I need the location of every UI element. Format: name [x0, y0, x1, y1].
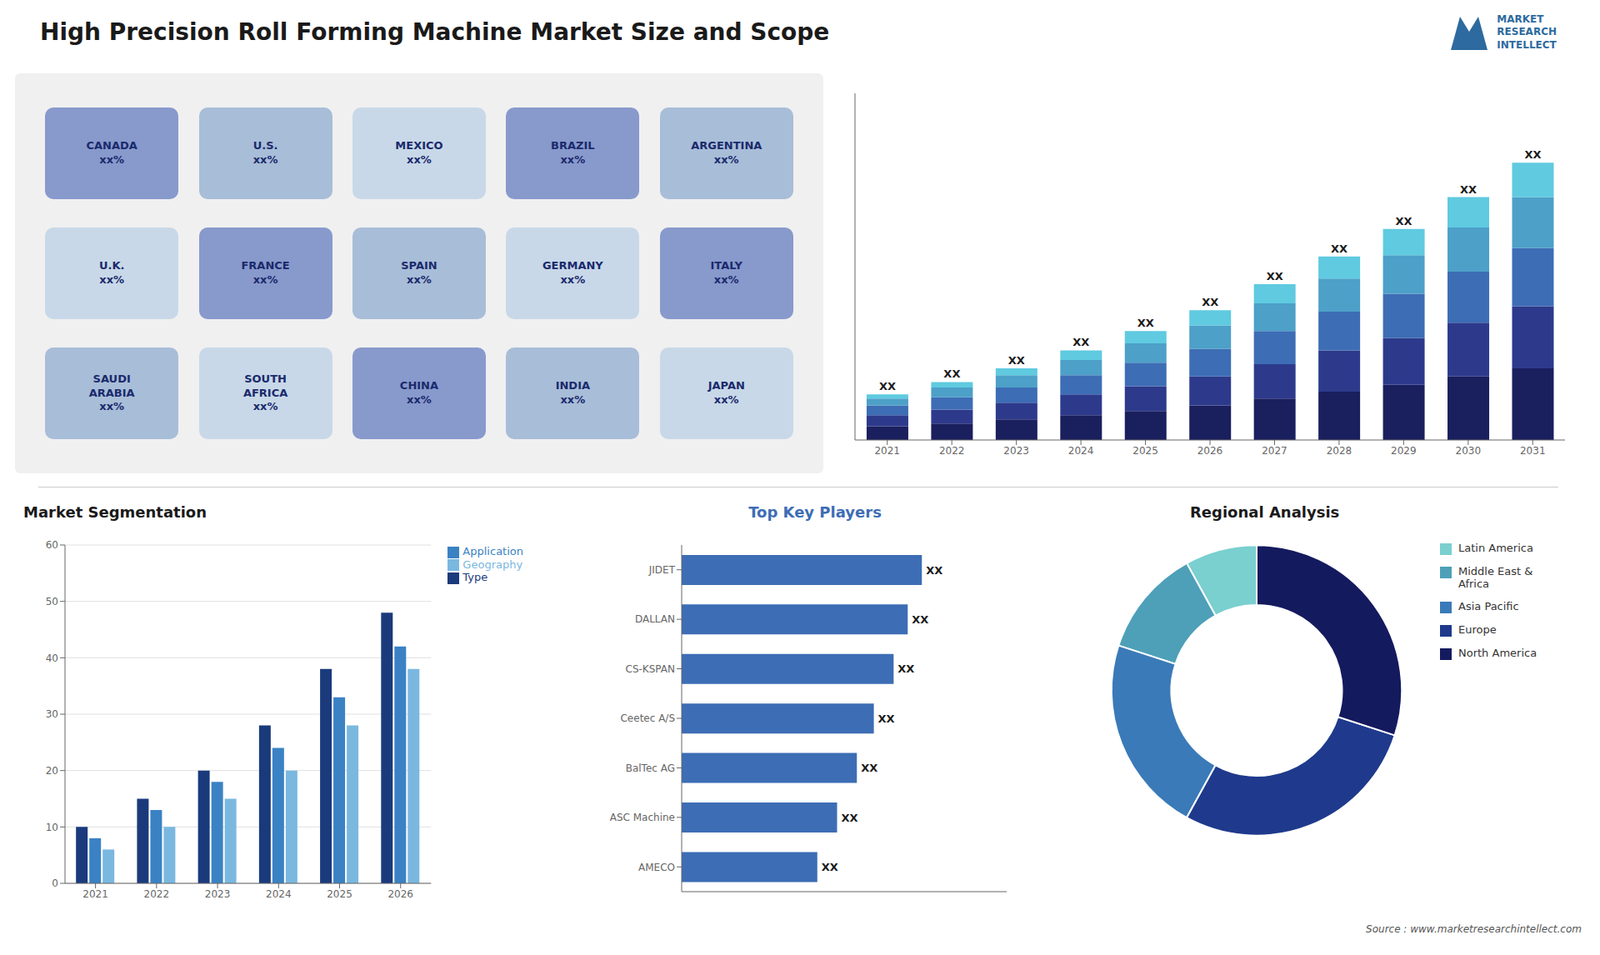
html-text:Geography: Geography [462, 557, 523, 571]
svg-text:2025: 2025 [1132, 445, 1159, 457]
svg-text:XX: XX [1524, 148, 1541, 161]
svg-text:XX: XX [1460, 183, 1477, 196]
svg-text:2022: 2022 [144, 888, 170, 900]
svg-text:XX: XX [1137, 316, 1155, 330]
html-text:GERMANY xx%: GERMANY xx% [542, 259, 604, 286]
svg-text:XX: XX [878, 712, 895, 725]
svg-text:XX: XX [1008, 354, 1025, 367]
svg-text:2031: 2031 [1520, 445, 1546, 457]
html-text:U.S. xx%: U.S. xx% [253, 139, 278, 166]
svg-text:JIDET: JIDET [648, 564, 676, 576]
html-text:Asia Pacific: Asia Pacific [1458, 600, 1519, 613]
html-text:ARGENTINA xx%: ARGENTINA xx% [691, 139, 762, 166]
svg-text:2024: 2024 [265, 888, 292, 900]
svg-text:XX: XX [925, 564, 943, 577]
svg-text:DALLAN: DALLAN [635, 613, 675, 625]
html-text:Regional Analysis: Regional Analysis [1190, 503, 1340, 521]
html-text:FRANCE xx%: FRANCE xx% [241, 259, 290, 286]
svg-text:Ceetec A/S: Ceetec A/S [620, 712, 675, 725]
html-text:Top Key Players: Top Key Players [748, 503, 882, 521]
svg-text:2021: 2021 [874, 445, 900, 457]
svg-text:XX: XX [1072, 335, 1090, 349]
svg-text:2023: 2023 [1003, 445, 1030, 457]
html-text:Middle East & Africa: Middle East & Africa [1458, 565, 1533, 590]
svg-text:2026: 2026 [387, 888, 414, 900]
svg-text:CS-KSPAN: CS-KSPAN [625, 663, 675, 675]
svg-text:2022: 2022 [939, 445, 965, 457]
svg-text:30: 30 [45, 708, 59, 720]
svg-text:2023: 2023 [205, 888, 231, 900]
svg-text:XX: XX [943, 367, 960, 380]
html-text:Type: Type [462, 570, 488, 584]
svg-text:XX: XX [911, 613, 929, 626]
html-text:North America: North America [1458, 646, 1537, 660]
html-text:ITALY xx%: ITALY xx% [710, 259, 743, 286]
svg-text:2024: 2024 [1068, 445, 1095, 457]
svg-text:2030: 2030 [1455, 445, 1482, 457]
svg-text:60: 60 [45, 539, 59, 551]
svg-text:10: 10 [45, 821, 59, 834]
svg-text:XX: XX [1330, 242, 1348, 255]
svg-text:XX: XX [879, 380, 896, 393]
html-text:JAPAN xx%: JAPAN xx% [708, 379, 745, 406]
svg-text:XX: XX [860, 761, 878, 775]
svg-text:BalTec AG: BalTec AG [625, 762, 675, 775]
svg-text:AMECO: AMECO [638, 861, 675, 874]
svg-text:0: 0 [51, 877, 59, 890]
svg-text:2021: 2021 [82, 888, 109, 900]
html-text:U.K. xx%: U.K. xx% [99, 259, 125, 286]
html-text:SOUTH AFRICA xx%: SOUTH AFRICA xx% [243, 372, 288, 413]
svg-text:2026: 2026 [1197, 445, 1224, 457]
svg-text:XX: XX [821, 860, 839, 874]
svg-text:XX: XX [1201, 295, 1219, 309]
svg-text:2025: 2025 [326, 888, 353, 900]
html-text:CANADA xx%: CANADA xx% [86, 139, 138, 166]
html-text:Europe: Europe [1458, 623, 1497, 636]
svg-text:50: 50 [45, 595, 59, 608]
html-text:High Precision Roll Forming Ma: High Precision Roll Forming Machine Mark… [40, 18, 830, 46]
svg-text:2029: 2029 [1390, 445, 1417, 457]
html-text:MARKET RESEARCH INTELLECT: MARKET RESEARCH INTELLECT [1496, 13, 1557, 51]
svg-text:ASC Machine: ASC Machine [610, 811, 675, 824]
html-text:BRAZIL xx%: BRAZIL xx% [550, 139, 595, 166]
html-text:Application: Application [462, 545, 524, 558]
html-text:INDIA xx%: INDIA xx% [555, 379, 591, 406]
html-text:MEXICO xx%: MEXICO xx% [395, 139, 443, 166]
svg-text:XX: XX [1395, 215, 1413, 228]
svg-text:XX: XX [1266, 270, 1284, 283]
html-text:Latin America: Latin America [1458, 541, 1534, 555]
svg-text:20: 20 [45, 765, 59, 777]
svg-text:XX: XX [897, 662, 915, 675]
html-text:Market Segmentation: Market Segmentation [23, 503, 207, 521]
svg-text:2028: 2028 [1326, 445, 1353, 457]
svg-text:XX: XX [841, 811, 859, 825]
html-text:SPAIN xx%: SPAIN xx% [401, 259, 438, 286]
html-text:Source : www.marketresearchint: Source : www.marketresearchintellect.com [1365, 923, 1582, 935]
svg-text:2027: 2027 [1261, 445, 1288, 457]
html-text:SAUDI ARABIA xx%: SAUDI ARABIA xx% [88, 372, 135, 413]
svg-text:40: 40 [45, 652, 59, 665]
html-text:CHINA xx%: CHINA xx% [399, 379, 439, 406]
